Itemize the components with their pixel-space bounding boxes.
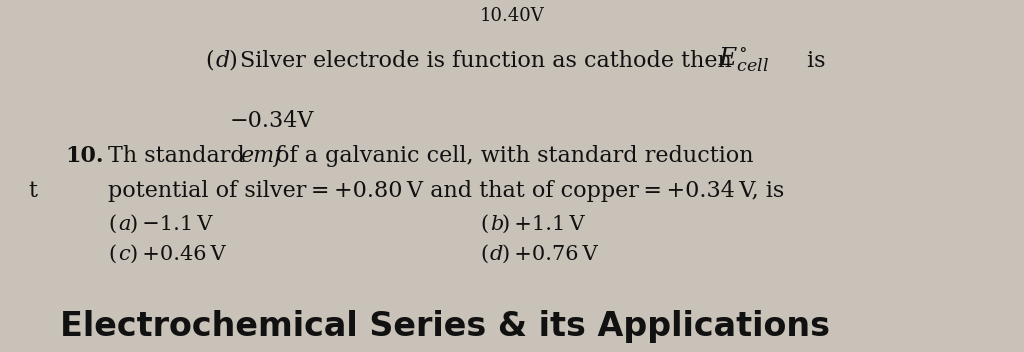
Text: Silver electrode is function as cathode then: Silver electrode is function as cathode …	[240, 50, 732, 72]
Text: ) +0.46 V: ) +0.46 V	[130, 245, 225, 264]
Text: (: (	[108, 215, 116, 234]
Text: emf: emf	[240, 145, 283, 167]
Text: Electrochemical Series & its Applications: Electrochemical Series & its Application…	[60, 310, 830, 343]
Text: (: (	[205, 50, 214, 72]
Text: ) −1.1 V: ) −1.1 V	[130, 215, 213, 234]
Text: b: b	[490, 215, 504, 234]
Text: ): )	[228, 50, 237, 72]
Text: (: (	[108, 245, 116, 264]
Text: 10.40V: 10.40V	[479, 7, 545, 25]
Text: (: (	[480, 215, 488, 234]
Text: $E^{\circ}_{cell}$: $E^{\circ}_{cell}$	[718, 46, 769, 75]
Text: of a galvanic cell, with standard reduction: of a galvanic cell, with standard reduct…	[276, 145, 754, 167]
Text: Th standard: Th standard	[108, 145, 245, 167]
Text: a: a	[118, 215, 130, 234]
Text: potential of silver = +0.80 V and that of copper = +0.34 V, is: potential of silver = +0.80 V and that o…	[108, 180, 784, 202]
Text: −0.34V: −0.34V	[230, 110, 314, 132]
Text: ) +1.1 V: ) +1.1 V	[502, 215, 585, 234]
Text: ) +0.76 V: ) +0.76 V	[502, 245, 598, 264]
Text: t: t	[28, 180, 37, 202]
Text: 10.: 10.	[65, 145, 103, 167]
Text: d: d	[216, 50, 230, 72]
Text: (: (	[480, 245, 488, 264]
Text: c: c	[118, 245, 130, 264]
Text: is: is	[800, 50, 825, 72]
Text: d: d	[490, 245, 504, 264]
